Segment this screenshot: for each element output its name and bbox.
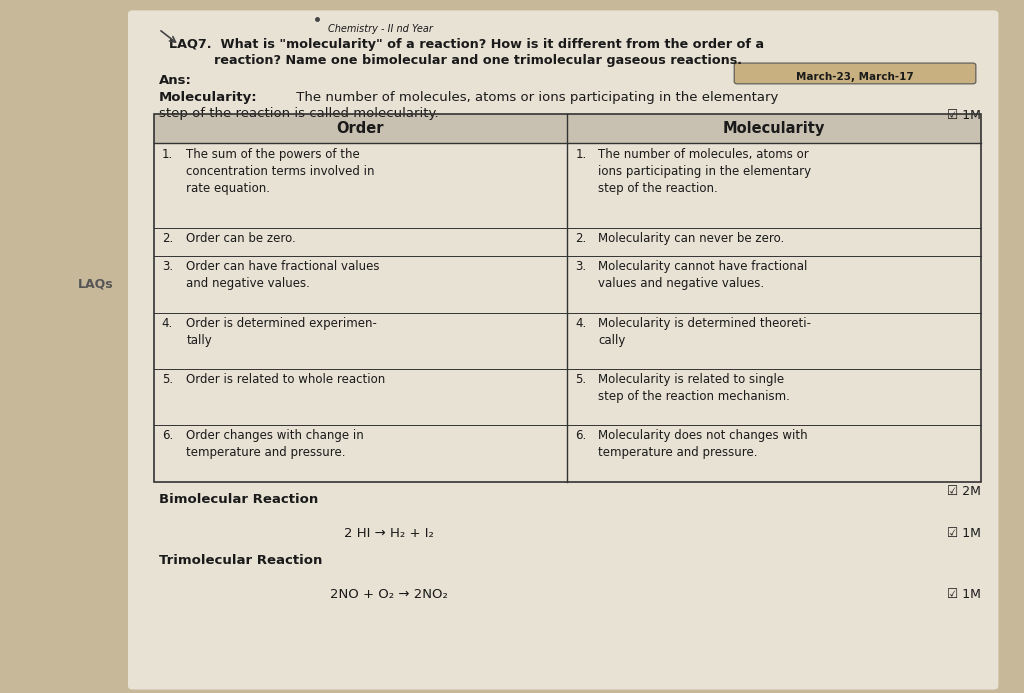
- Text: Order is related to whole reaction: Order is related to whole reaction: [186, 373, 386, 386]
- Text: Molecularity is related to single
step of the reaction mechanism.: Molecularity is related to single step o…: [598, 373, 790, 403]
- Text: 5.: 5.: [575, 373, 587, 386]
- Text: 2.: 2.: [162, 232, 173, 245]
- Text: LAQs: LAQs: [78, 278, 113, 290]
- Text: Order can have fractional values
and negative values.: Order can have fractional values and neg…: [186, 261, 380, 290]
- FancyBboxPatch shape: [734, 63, 976, 84]
- Text: 1.: 1.: [162, 148, 173, 161]
- Text: LAQ7.  What is "molecularity" of a reaction? How is it different from the order : LAQ7. What is "molecularity" of a reacti…: [169, 38, 764, 51]
- Text: 2 HI → H₂ + I₂: 2 HI → H₂ + I₂: [344, 527, 434, 540]
- Text: Bimolecular Reaction: Bimolecular Reaction: [159, 493, 318, 507]
- Text: 2.: 2.: [575, 232, 587, 245]
- Text: ☑ 1M: ☑ 1M: [947, 588, 981, 601]
- Text: 6.: 6.: [575, 430, 587, 442]
- Text: Order can be zero.: Order can be zero.: [186, 232, 296, 245]
- Text: Molecularity can never be zero.: Molecularity can never be zero.: [598, 232, 784, 245]
- Text: Order: Order: [337, 121, 384, 137]
- Text: 5.: 5.: [162, 373, 173, 386]
- FancyBboxPatch shape: [128, 10, 998, 690]
- Text: Molecularity does not changes with
temperature and pressure.: Molecularity does not changes with tempe…: [598, 430, 808, 459]
- Text: The sum of the powers of the
concentration terms involved in
rate equation.: The sum of the powers of the concentrati…: [186, 148, 375, 195]
- Text: 4.: 4.: [575, 317, 587, 330]
- Text: Order changes with change in
temperature and pressure.: Order changes with change in temperature…: [186, 430, 365, 459]
- Text: 4.: 4.: [162, 317, 173, 330]
- Text: Order is determined experimen-
tally: Order is determined experimen- tally: [186, 317, 377, 346]
- Text: Molecularity:: Molecularity:: [159, 91, 257, 105]
- Text: Ans:: Ans:: [159, 74, 191, 87]
- Text: Molecularity is determined theoreti-
cally: Molecularity is determined theoreti- cal…: [598, 317, 811, 346]
- Text: Trimolecular Reaction: Trimolecular Reaction: [159, 554, 323, 568]
- Text: Molecularity cannot have fractional
values and negative values.: Molecularity cannot have fractional valu…: [598, 261, 807, 290]
- Text: step of the reaction is called molecularity.: step of the reaction is called molecular…: [159, 107, 438, 121]
- Text: 1.: 1.: [575, 148, 587, 161]
- Text: ☑ 1M: ☑ 1M: [947, 109, 981, 122]
- Text: 3.: 3.: [575, 261, 587, 273]
- Text: March-23, March-17: March-23, March-17: [797, 72, 913, 82]
- Text: The number of molecules, atoms or ions participating in the elementary: The number of molecules, atoms or ions p…: [292, 91, 778, 105]
- Text: ☑ 1M: ☑ 1M: [947, 527, 981, 540]
- Text: reaction? Name one bimolecular and one trimolecular gaseous reactions.: reaction? Name one bimolecular and one t…: [169, 54, 742, 67]
- Text: Chemistry - II nd Year: Chemistry - II nd Year: [328, 24, 432, 34]
- Text: The number of molecules, atoms or
ions participating in the elementary
step of t: The number of molecules, atoms or ions p…: [598, 148, 811, 195]
- Text: ☑ 2M: ☑ 2M: [947, 485, 981, 498]
- Bar: [154, 114, 981, 143]
- Bar: [154, 114, 981, 482]
- Text: 3.: 3.: [162, 261, 173, 273]
- Text: Molecularity: Molecularity: [723, 121, 825, 137]
- Text: 6.: 6.: [162, 430, 173, 442]
- Text: 2NO + O₂ → 2NO₂: 2NO + O₂ → 2NO₂: [330, 588, 449, 601]
